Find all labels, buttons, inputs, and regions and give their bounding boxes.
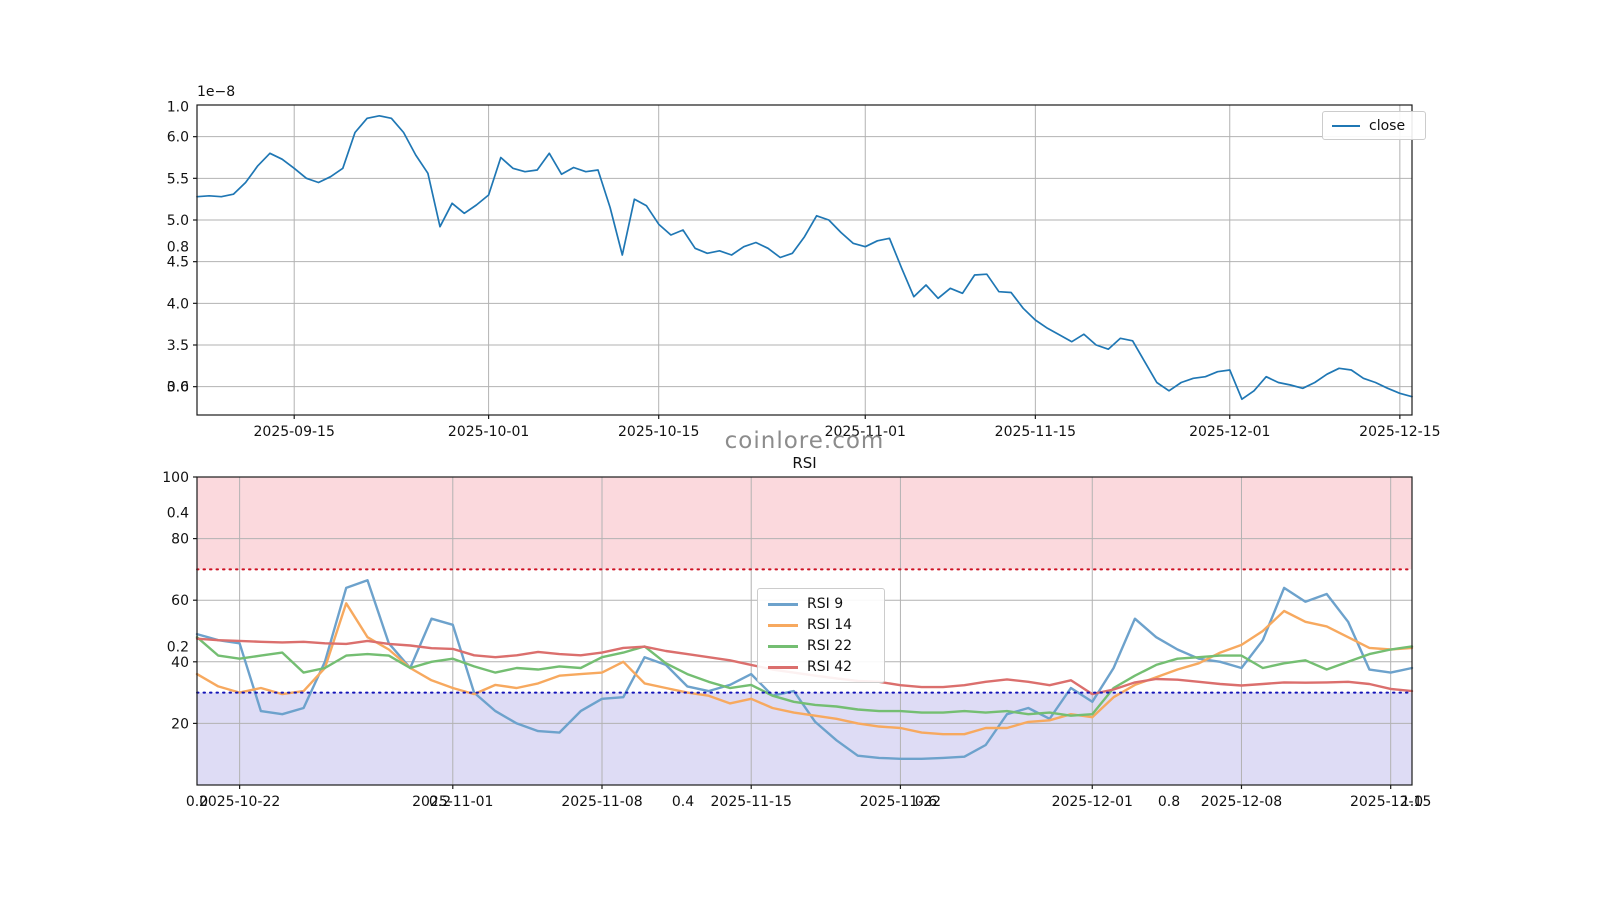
rsi9-line-sample <box>768 602 798 606</box>
y-tick-label: 3.5 <box>167 338 189 354</box>
axis-offset-text: 1e−8 <box>197 84 235 100</box>
rsi14-legend-entry: RSI 14 <box>768 617 874 633</box>
x-tick-label: 2025-11-01 <box>412 794 493 810</box>
y-tick-label-secondary: 0.2 <box>167 639 189 655</box>
rsi42-legend-label: RSI 42 <box>807 659 853 675</box>
rsi14-line-sample <box>768 623 798 627</box>
x-tick-label-secondary: 0.8 <box>1158 794 1180 810</box>
y-tick-label-secondary: 0.8 <box>167 240 189 256</box>
y-tick-label-secondary: 1.0 <box>167 100 189 116</box>
axes-frame <box>196 476 1413 786</box>
x-tick-label: 2025-12-15 <box>1359 424 1440 440</box>
y-tick-label: 40 <box>171 655 189 671</box>
price-legend: close <box>1322 111 1426 140</box>
y-tick-label: 5.5 <box>167 171 189 187</box>
x-tick-label-secondary: 0.0 <box>186 794 208 810</box>
rsi42-line-sample <box>768 665 798 669</box>
x-tick-label-secondary: 0.4 <box>672 794 694 810</box>
y-tick-label-secondary: 0.4 <box>167 505 189 521</box>
y-tick-label: 60 <box>171 593 189 609</box>
rsi9-legend-label: RSI 9 <box>807 596 844 612</box>
x-tick-label: 2025-12-01 <box>1052 794 1133 810</box>
y-tick-label: 5.0 <box>167 213 189 229</box>
x-tick-label-secondary: 0.6 <box>915 794 937 810</box>
y-tick-label: 4.0 <box>167 296 189 312</box>
x-tick-label: 2025-12-01 <box>1189 424 1270 440</box>
rsi22-legend-label: RSI 22 <box>807 638 853 654</box>
rsi-chart-title: RSI <box>792 454 817 472</box>
close-legend-label: close <box>1369 117 1406 134</box>
rsi22-legend-entry: RSI 22 <box>768 638 874 654</box>
x-tick-label: 2025-11-08 <box>561 794 642 810</box>
series-line-rsi-14 <box>195 602 1414 736</box>
rsi-legend: RSI 9 RSI 14 RSI 22 RSI 42 <box>757 588 885 683</box>
x-tick-label: 2025-11-22 <box>860 794 941 810</box>
threshold-band <box>197 477 1412 570</box>
y-tick-label: 3.0 <box>167 380 189 396</box>
x-tick-label: 2025-09-15 <box>254 424 335 440</box>
rsi9-legend-entry: RSI 9 <box>768 596 874 612</box>
x-tick-label-secondary: 1.0 <box>1401 794 1423 810</box>
x-tick-label: 2025-12-15 <box>1350 794 1431 810</box>
x-tick-label: 2025-11-01 <box>825 424 906 440</box>
x-tick-label: 2025-12-08 <box>1201 794 1282 810</box>
close-line-sample <box>1332 124 1360 127</box>
y-tick-label: 80 <box>171 532 189 548</box>
x-tick-label: 2025-10-01 <box>448 424 529 440</box>
y-tick-label: 20 <box>171 716 189 732</box>
rsi14-legend-label: RSI 14 <box>807 617 853 633</box>
axes-frame <box>196 104 1413 416</box>
rsi22-line-sample <box>768 644 798 648</box>
x-tick-label-secondary: 0.2 <box>429 794 451 810</box>
series-line-close <box>196 114 1413 401</box>
series-line-rsi-9 <box>195 579 1414 760</box>
x-tick-label: 2025-10-15 <box>618 424 699 440</box>
x-tick-label: 2025-11-15 <box>711 794 792 810</box>
y-tick-label-secondary: 0.6 <box>167 380 189 396</box>
x-tick-label: 2025-10-22 <box>199 794 280 810</box>
x-tick-label: 2025-11-15 <box>995 424 1076 440</box>
y-tick-label: 6.0 <box>167 130 189 146</box>
series-line-rsi-22 <box>195 636 1414 717</box>
y-tick-label: 100 <box>162 470 189 486</box>
y-tick-label: 4.5 <box>167 255 189 271</box>
rsi42-legend-entry: RSI 42 <box>768 659 874 675</box>
